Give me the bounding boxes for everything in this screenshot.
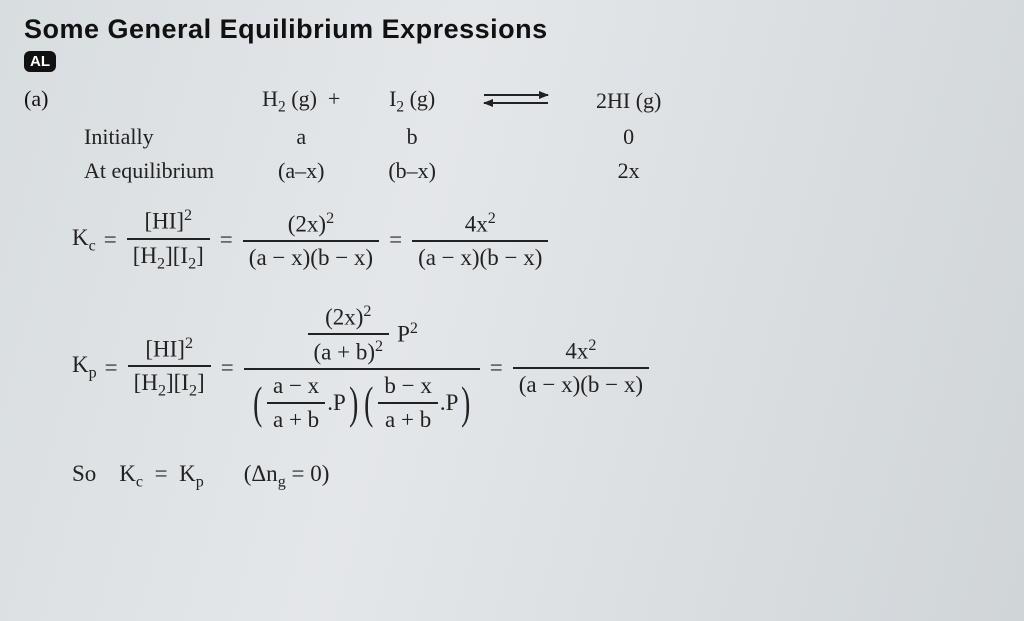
row-label-initial: Initially bbox=[44, 120, 238, 154]
kp-frac-mid: (2x)2 (a + b)2 P2 ( a − x a + b bbox=[244, 302, 480, 434]
kc-symbol: Kc bbox=[72, 224, 96, 256]
row-label-eq: At equilibrium bbox=[44, 154, 238, 188]
equilibrium-arrow bbox=[484, 90, 548, 108]
al-badge: AL bbox=[24, 51, 56, 72]
reaction-row: H2 (g) + I2 (g) 2HI bbox=[44, 82, 685, 120]
species-i2: I2 (g) bbox=[389, 86, 435, 111]
reaction-table: H2 (g) + I2 (g) 2HI bbox=[44, 82, 685, 188]
delta-ng: (Δng = 0) bbox=[244, 461, 330, 492]
species-hi: 2HI (g) bbox=[596, 88, 661, 113]
kc-frac-3: 4x2 (a − x)(b − x) bbox=[412, 209, 548, 272]
equals: = bbox=[389, 226, 402, 254]
plus-sign: + bbox=[328, 86, 340, 111]
equals: = bbox=[220, 226, 233, 254]
equals: = bbox=[221, 354, 234, 382]
equilibrium-row: At equilibrium (a–x) (b–x) 2x bbox=[44, 154, 685, 188]
cell-zero: 0 bbox=[572, 120, 685, 154]
cell-2x: 2x bbox=[572, 154, 685, 188]
page-title: Some General Equilibrium Expressions bbox=[24, 14, 1000, 45]
kp-symbol: Kp bbox=[72, 351, 97, 383]
page-root: Some General Equilibrium Expressions AL … bbox=[0, 0, 1024, 492]
part-a: (a) H2 (g) + I2 (g) bbox=[24, 72, 1000, 188]
paren-group-1: ( a − x a + b .P ) bbox=[250, 372, 361, 433]
kp-frac-1: [HI]2 [H2][I2] bbox=[128, 334, 211, 401]
part-label: (a) bbox=[24, 86, 48, 112]
cell-amx: (a–x) bbox=[238, 154, 364, 188]
kp-inner-top-frac: (2x)2 (a + b)2 bbox=[308, 302, 390, 367]
equals: = bbox=[490, 354, 503, 382]
kc-frac-1: [HI]2 [H2][I2] bbox=[127, 206, 210, 273]
so-line: So Kc = Kp (Δng = 0) bbox=[72, 461, 1000, 492]
paren-group-2: ( b − x a + b .P ) bbox=[361, 372, 474, 433]
cell-a: a bbox=[238, 120, 364, 154]
initial-row: Initially a b 0 bbox=[44, 120, 685, 154]
kp-equation: Kp = [HI]2 [H2][I2] = (2x)2 (a + b)2 bbox=[72, 302, 1000, 434]
cell-bmx: (b–x) bbox=[364, 154, 460, 188]
kp-frac-3: 4x2 (a − x)(b − x) bbox=[513, 336, 649, 399]
cell-b: b bbox=[364, 120, 460, 154]
species-h2: H2 (g) bbox=[262, 86, 322, 111]
kc-equation: Kc = [HI]2 [H2][I2] = (2x)2 (a − x)(b − … bbox=[72, 206, 1000, 433]
so-label: So bbox=[72, 461, 96, 486]
equals: = bbox=[104, 226, 117, 254]
kc-frac-2: (2x)2 (a − x)(b − x) bbox=[243, 209, 379, 272]
equals: = bbox=[105, 354, 118, 382]
